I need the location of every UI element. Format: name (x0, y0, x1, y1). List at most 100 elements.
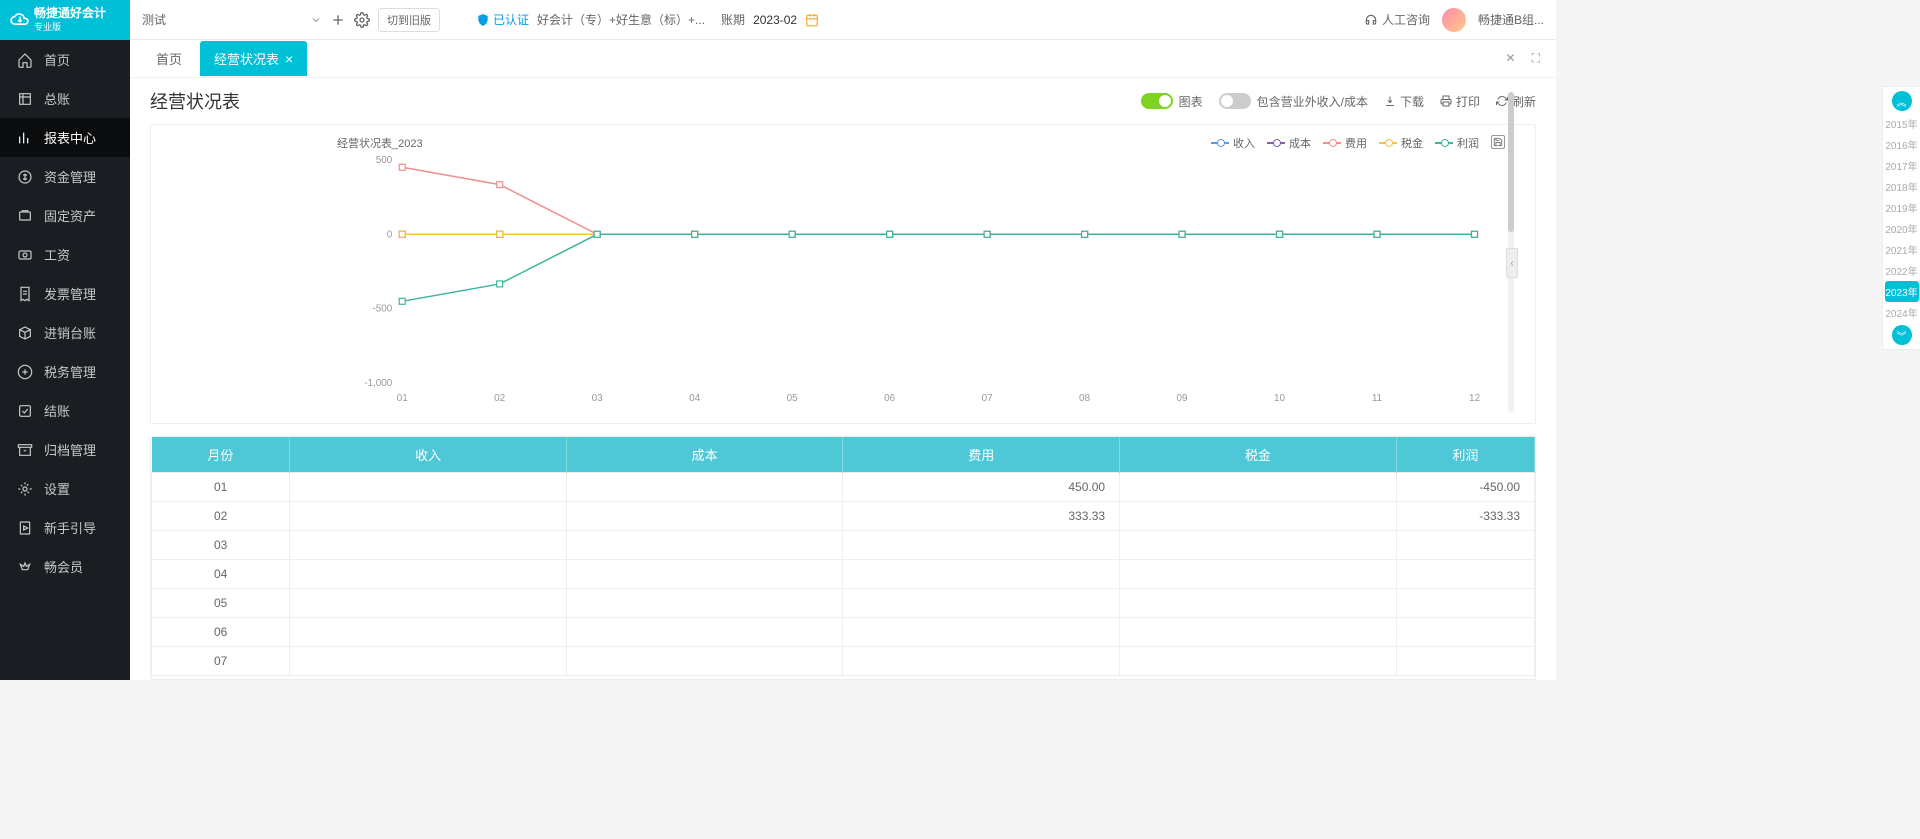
sidebar-item-label: 报表中心 (44, 128, 96, 147)
tab-label: 经营状况表 (214, 49, 279, 68)
calendar-icon[interactable] (805, 13, 819, 27)
vip-icon (16, 558, 34, 576)
cell-profit (1396, 531, 1534, 560)
sidebar-item-invoice[interactable]: 发票管理 (0, 274, 130, 313)
tab-close-all-icon[interactable]: ✕ (1502, 47, 1520, 70)
sidebar-item-funds[interactable]: 资金管理 (0, 157, 130, 196)
help-link[interactable]: 人工咨询 (1364, 11, 1430, 28)
year-button[interactable]: 2015年 (1885, 113, 1919, 134)
sidebar-item-settings[interactable]: 设置 (0, 469, 130, 508)
toggle-chart[interactable] (1141, 93, 1173, 109)
download-button[interactable]: 下载 (1384, 93, 1424, 110)
cell-cost (566, 531, 843, 560)
table-row: 06 (152, 618, 1535, 647)
year-button[interactable]: 2023年 (1885, 281, 1919, 302)
sidebar-item-label: 新手引导 (44, 518, 96, 537)
legend-label: 利润 (1457, 135, 1479, 151)
sidebar-item-report[interactable]: 报表中心 (0, 118, 130, 157)
switch-old-button[interactable]: 切到旧版 (378, 8, 440, 32)
cell-profit (1396, 589, 1534, 618)
sidebar-item-salary[interactable]: 工资 (0, 235, 130, 274)
sidebar-item-tax[interactable]: 税务管理 (0, 352, 130, 391)
plus-icon[interactable] (330, 12, 346, 28)
svg-text:09: 09 (1177, 393, 1189, 404)
period-label: 账期 (721, 11, 745, 28)
sidebar-item-home[interactable]: 首页 (0, 40, 130, 79)
company-selector[interactable]: 测试 (142, 11, 322, 28)
tab-home[interactable]: 首页 (142, 41, 196, 76)
gear-icon[interactable] (354, 12, 370, 28)
certified-badge: 已认证 (476, 11, 529, 28)
logo[interactable]: 畅捷通好会计 专业版 (0, 0, 130, 40)
brand-edition: 专业版 (34, 20, 106, 33)
tab-business-status[interactable]: 经营状况表 × (200, 41, 307, 76)
legend-item[interactable]: 利润 (1435, 135, 1479, 151)
ledger-icon (16, 90, 34, 108)
collapse-rail-icon[interactable]: ‹ (1506, 248, 1518, 278)
rail-down-icon[interactable]: ︾ (1892, 325, 1912, 345)
cell-income (290, 618, 567, 647)
legend-item[interactable]: 费用 (1323, 135, 1367, 151)
sidebar-item-vip[interactable]: 畅会员 (0, 547, 130, 586)
chevron-down-icon (310, 14, 322, 26)
sidebar-item-asset[interactable]: 固定资产 (0, 196, 130, 235)
legend-label: 费用 (1345, 135, 1367, 151)
report-icon (16, 129, 34, 147)
table-row: 03 (152, 531, 1535, 560)
year-button[interactable]: 2019年 (1885, 197, 1919, 218)
invoice-icon (16, 285, 34, 303)
sidebar-item-label: 税务管理 (44, 362, 96, 381)
cloud-icon (10, 10, 30, 30)
print-button[interactable]: 打印 (1440, 93, 1480, 110)
avatar[interactable] (1442, 8, 1466, 32)
legend-item[interactable]: 收入 (1211, 135, 1255, 151)
year-button[interactable]: 2021年 (1885, 239, 1919, 260)
sidebar-item-inventory[interactable]: 进销台账 (0, 313, 130, 352)
svg-text:500: 500 (376, 155, 393, 166)
archive-icon (16, 441, 34, 459)
legend-item[interactable]: 税金 (1379, 135, 1423, 151)
cell-income (290, 560, 567, 589)
settings-icon (16, 480, 34, 498)
sidebar: 畅捷通好会计 专业版 首页总账报表中心资金管理固定资产工资发票管理进销台账税务管… (0, 0, 130, 680)
sidebar-item-label: 工资 (44, 245, 70, 264)
sidebar-item-guide[interactable]: 新手引导 (0, 508, 130, 547)
cell-profit (1396, 647, 1534, 676)
year-button[interactable]: 2017年 (1885, 155, 1919, 176)
cell-income (290, 589, 567, 618)
cell-tax (1120, 531, 1397, 560)
chart-legend: 收入成本 费用税金 利润 (1211, 135, 1505, 151)
cell-month: 01 (152, 473, 290, 502)
year-button[interactable]: 2022年 (1885, 260, 1919, 281)
sidebar-item-ledger[interactable]: 总账 (0, 79, 130, 118)
rail-up-icon[interactable]: ︽ (1892, 91, 1912, 111)
sidebar-item-label: 资金管理 (44, 167, 96, 186)
sidebar-item-label: 进销台账 (44, 323, 96, 342)
fullscreen-icon[interactable]: ⛶ (1528, 47, 1544, 70)
year-button[interactable]: 2016年 (1885, 134, 1919, 155)
svg-text:-500: -500 (372, 304, 392, 315)
close-icon[interactable]: × (285, 51, 293, 67)
save-chart-icon[interactable] (1491, 135, 1505, 149)
svg-text:05: 05 (787, 393, 799, 404)
svg-text:0: 0 (387, 229, 393, 240)
sidebar-item-archive[interactable]: 归档管理 (0, 430, 130, 469)
cell-expense (843, 589, 1120, 618)
refresh-label: 刷新 (1512, 93, 1536, 110)
cell-expense (843, 531, 1120, 560)
legend-item[interactable]: 成本 (1267, 135, 1311, 151)
plan-text: 好会计（专）+好生意（标）+... (537, 11, 705, 28)
year-button[interactable]: 2020年 (1885, 218, 1919, 239)
cell-income (290, 531, 567, 560)
cell-cost (566, 560, 843, 589)
sidebar-item-label: 畅会员 (44, 557, 83, 576)
data-table: 月份收入成本费用税金利润 01 450.00 -450.0002 333.33 … (150, 436, 1536, 680)
cell-tax (1120, 647, 1397, 676)
cell-cost (566, 618, 843, 647)
company-name: 测试 (142, 11, 166, 28)
refresh-button[interactable]: 刷新 (1496, 93, 1536, 110)
year-button[interactable]: 2024年 (1885, 302, 1919, 323)
year-button[interactable]: 2018年 (1885, 176, 1919, 197)
sidebar-item-close[interactable]: 结账 (0, 391, 130, 430)
toggle-extra-income[interactable] (1219, 93, 1251, 109)
